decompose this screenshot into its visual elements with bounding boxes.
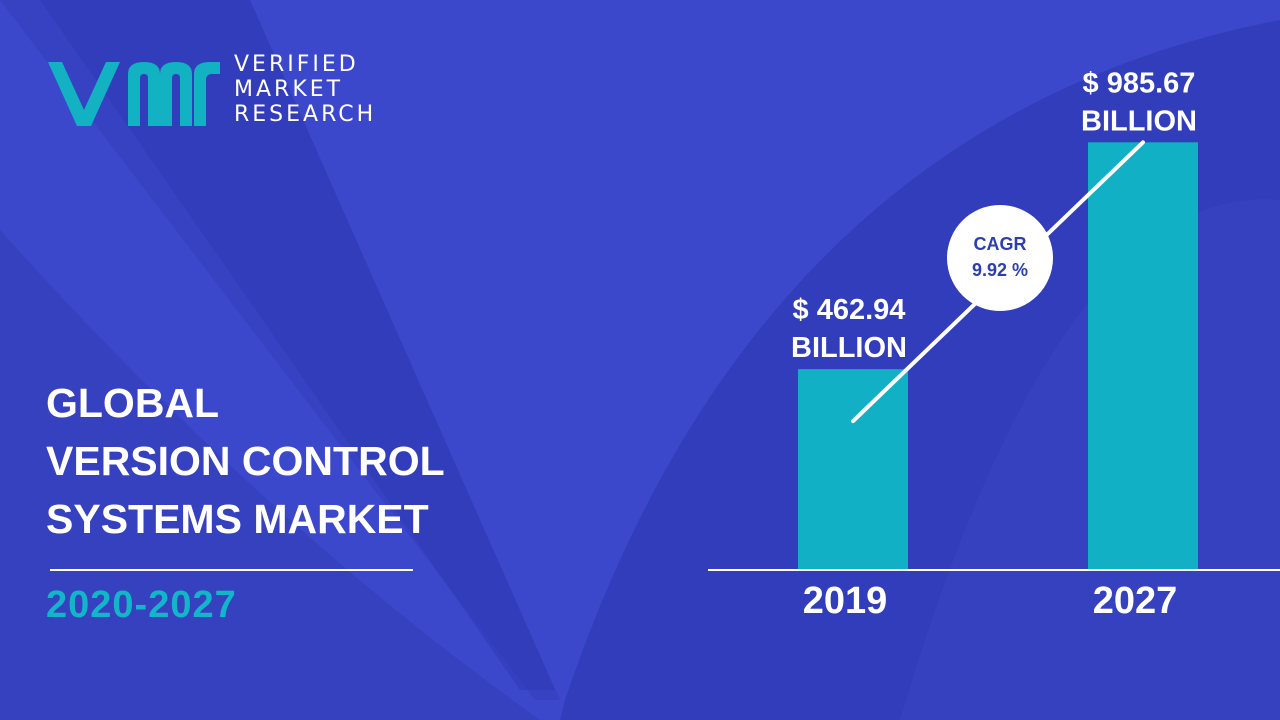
forecast-period: 2020-2027	[46, 584, 237, 626]
logo-line-research: RESEARCH	[234, 102, 377, 127]
cagr-badge	[947, 205, 1053, 311]
cagr-label: CAGR	[974, 234, 1027, 254]
cagr-value: 9.92 %	[972, 260, 1028, 280]
company-logo: VERIFIED MARKET RESEARCH	[44, 50, 404, 132]
vmr-logo-icon	[48, 62, 220, 126]
title-line-1: GLOBAL	[46, 380, 220, 426]
report-title: GLOBAL VERSION CONTROL SYSTEMS MARKET	[46, 374, 566, 548]
bar-2027	[1088, 142, 1198, 570]
title-divider	[50, 569, 413, 571]
value-label-2019-1: $ 462.94	[793, 294, 906, 326]
logo-wordmark: VERIFIED MARKET RESEARCH	[234, 52, 376, 127]
logo-line-verified: VERIFIED	[234, 52, 359, 77]
value-label-2027-2: BILLION	[1081, 105, 1197, 137]
logo-line-market: MARKET	[234, 77, 344, 102]
x-tick-label-2027: 2027	[1093, 580, 1178, 622]
title-line-2: VERSION CONTROL	[46, 438, 445, 484]
title-line-3: SYSTEMS MARKET	[46, 496, 429, 542]
value-label-2027-1: $ 985.67	[1083, 67, 1196, 99]
value-label-2019-2: BILLION	[791, 332, 907, 364]
bar-2019	[798, 369, 908, 570]
x-tick-label-2019: 2019	[803, 580, 888, 622]
